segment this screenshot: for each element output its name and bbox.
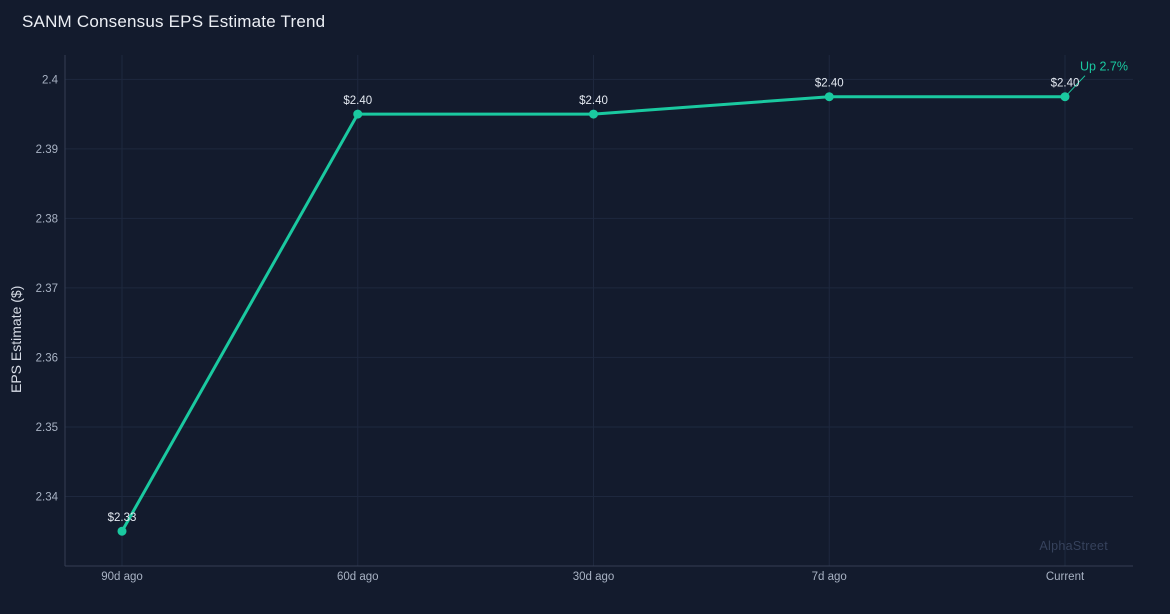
y-tick-label: 2.34: [36, 491, 59, 503]
data-point-label: $2.40: [579, 95, 608, 107]
data-point-label: $2.40: [343, 95, 372, 107]
annotation-connector-line: [1067, 75, 1086, 95]
data-point-label: $2.33: [108, 512, 137, 524]
y-tick-label: 2.38: [36, 213, 58, 225]
alphastreet-watermark: AlphaStreet: [1039, 539, 1108, 553]
x-tick-label: 90d ago: [101, 571, 143, 583]
data-point-60d-ago[interactable]: [353, 109, 363, 119]
data-point-30d-ago[interactable]: [589, 109, 598, 119]
data-point-label: $2.40: [815, 78, 844, 90]
data-point-7d-ago[interactable]: [824, 92, 834, 102]
data-point-90d-ago[interactable]: [117, 526, 127, 536]
y-axis-title: EPS Estimate ($): [8, 285, 24, 393]
y-tick-label: 2.4: [42, 74, 59, 86]
data-point-label: $2.40: [1051, 78, 1080, 90]
x-tick-label: Current: [1046, 571, 1085, 583]
y-tick-label: 2.36: [36, 352, 58, 364]
annotation-label: Up 2.7%: [1080, 60, 1128, 74]
x-tick-label: 30d ago: [573, 571, 615, 583]
y-tick-label: 2.39: [36, 144, 58, 156]
y-tick-label: 2.35: [36, 422, 58, 434]
y-tick-label: 2.37: [36, 283, 58, 295]
chart-title: SANM Consensus EPS Estimate Trend: [22, 12, 326, 31]
data-point-current[interactable]: [1060, 92, 1070, 102]
x-tick-label: 60d ago: [337, 571, 379, 583]
x-tick-label: 7d ago: [812, 571, 847, 583]
